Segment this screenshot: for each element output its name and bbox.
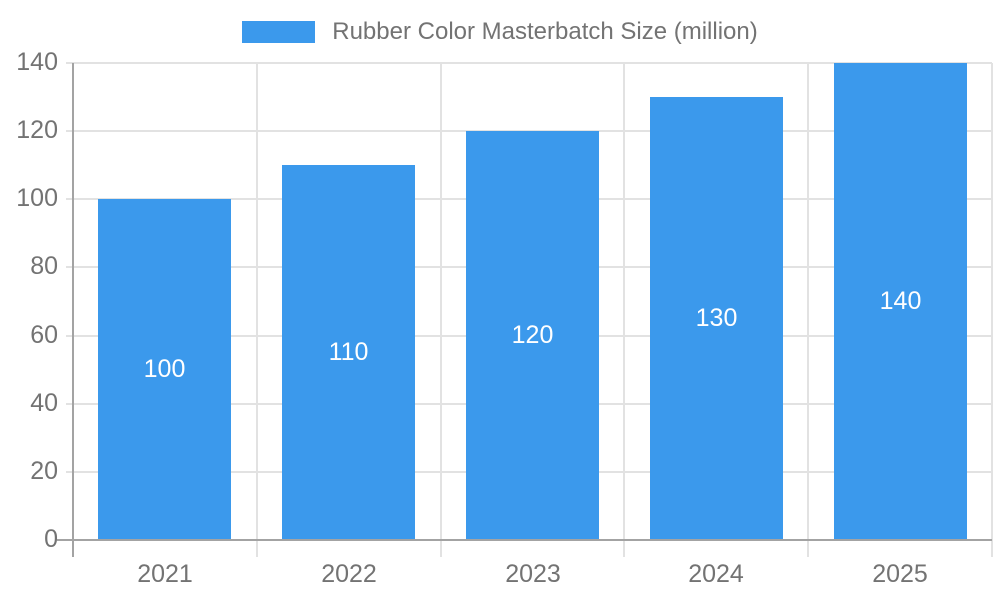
- gridline-vertical: [807, 63, 809, 557]
- x-axis-tick-label: 2021: [137, 560, 193, 588]
- gridline-vertical: [991, 63, 993, 557]
- x-axis-tick-label: 2022: [321, 560, 377, 588]
- x-axis-tick-label: 2023: [505, 560, 561, 588]
- x-axis-tick-label: 2024: [688, 560, 744, 588]
- bar[interactable]: [466, 131, 599, 540]
- y-axis-tick-label: 140: [16, 48, 58, 76]
- y-axis-tick-label: 40: [30, 389, 58, 417]
- y-axis-tick-label: 20: [30, 457, 58, 485]
- y-axis-tick-label: 80: [30, 252, 58, 280]
- bar[interactable]: [650, 97, 783, 540]
- y-axis-tick-label: 120: [16, 116, 58, 144]
- legend-label: Rubber Color Masterbatch Size (million): [332, 18, 758, 45]
- gridline-vertical: [256, 63, 258, 557]
- y-axis-line: [72, 63, 74, 557]
- legend-item[interactable]: Rubber Color Masterbatch Size (million): [0, 14, 1000, 50]
- bar[interactable]: [98, 199, 231, 540]
- x-axis-line: [57, 539, 992, 541]
- gridline-horizontal: [66, 62, 992, 64]
- y-axis-tick-label: 100: [16, 184, 58, 212]
- bar[interactable]: [282, 165, 415, 540]
- gridline-vertical: [623, 63, 625, 557]
- y-axis-tick-label: 60: [30, 321, 58, 349]
- gridline-vertical: [440, 63, 442, 557]
- y-axis-tick-label: 0: [44, 525, 58, 553]
- legend-swatch: [242, 21, 316, 43]
- x-axis-tick-label: 2025: [872, 560, 928, 588]
- bar[interactable]: [834, 63, 967, 540]
